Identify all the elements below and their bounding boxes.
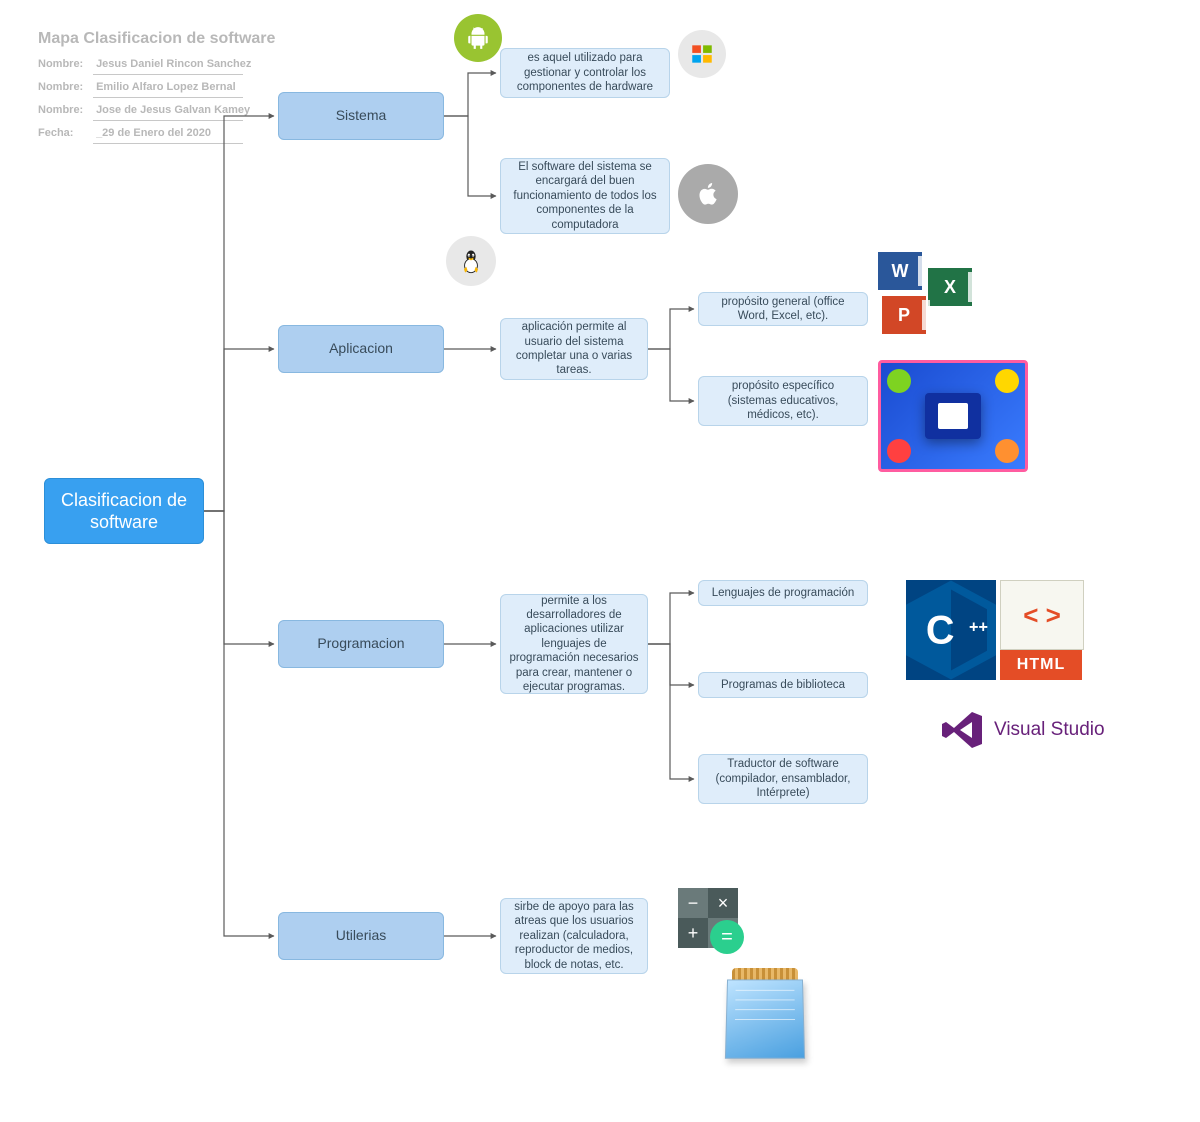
svg-text:C: C — [926, 609, 955, 653]
cpp-icon: C ++ — [906, 580, 996, 680]
author-row-2: Nombre: Emilio Alfaro Lopez Bernal — [38, 81, 275, 93]
android-icon — [454, 14, 502, 62]
author-row-1: Nombre: Jesus Daniel Rincon Sanchez — [38, 58, 275, 70]
desc-sistema-2: El software del sistema se encargará del… — [500, 158, 670, 234]
desc-aplicacion: aplicación permite al usuario del sistem… — [500, 318, 648, 380]
html-icon: < > HTML — [1000, 580, 1082, 680]
category-programacion: Programacion — [278, 620, 444, 668]
category-aplicacion: Aplicacion — [278, 325, 444, 373]
name-value-2: Emilio Alfaro Lopez Bernal — [96, 81, 236, 93]
name-value-1: Jesus Daniel Rincon Sanchez — [96, 58, 251, 70]
visual-studio-icon: Visual Studio — [938, 702, 1128, 758]
office-icons: W X P — [878, 252, 988, 342]
root-node: Clasificacion de software — [44, 478, 204, 544]
ppt-icon-label: P — [898, 305, 910, 326]
name-label-3: Nombre: — [38, 104, 93, 116]
educational-software-image — [878, 360, 1028, 472]
leaf-prog-lenguajes: Lenguajes de programación — [698, 580, 868, 606]
name-value-3: Jose de Jesus Galvan Kamey — [96, 104, 250, 116]
leaf-app-especifico: propósito específico (sistemas educativo… — [698, 376, 868, 426]
leaf-prog-traductor: Traductor de software (compilador, ensam… — [698, 754, 868, 804]
divider — [93, 120, 243, 121]
linux-icon — [446, 236, 496, 286]
author-row-3: Nombre: Jose de Jesus Galvan Kamey — [38, 104, 275, 116]
desc-sistema-1: es aquel utilizado para gestionar y cont… — [500, 48, 670, 98]
leaf-prog-biblioteca: Programas de biblioteca — [698, 672, 868, 698]
category-sistema: Sistema — [278, 92, 444, 140]
category-utilerias: Utilerias — [278, 912, 444, 960]
date-value: _29 de Enero del 2020 — [96, 127, 211, 139]
word-icon-label: W — [892, 261, 909, 282]
apple-icon — [678, 164, 738, 224]
divider — [93, 97, 243, 98]
document-header: Mapa Clasificacion de software Nombre: J… — [38, 30, 275, 150]
excel-icon-label: X — [944, 277, 956, 298]
name-label-1: Nombre: — [38, 58, 93, 70]
divider — [93, 74, 243, 75]
calculator-icon: − × + = — [678, 888, 738, 948]
notepad-icon — [726, 968, 804, 1058]
svg-text:++: ++ — [969, 619, 988, 637]
desc-programacion: permite a los desarrolladores de aplicac… — [500, 594, 648, 694]
divider — [93, 143, 243, 144]
leaf-app-general: propósito general (office Word, Excel, e… — [698, 292, 868, 326]
name-label-2: Nombre: — [38, 81, 93, 93]
date-label: Fecha: — [38, 127, 93, 139]
windows-icon — [678, 30, 726, 78]
date-row: Fecha: _29 de Enero del 2020 — [38, 127, 275, 139]
desc-utilerias: sirbe de apoyo para las atreas que los u… — [500, 898, 648, 974]
page-title: Mapa Clasificacion de software — [38, 30, 275, 48]
